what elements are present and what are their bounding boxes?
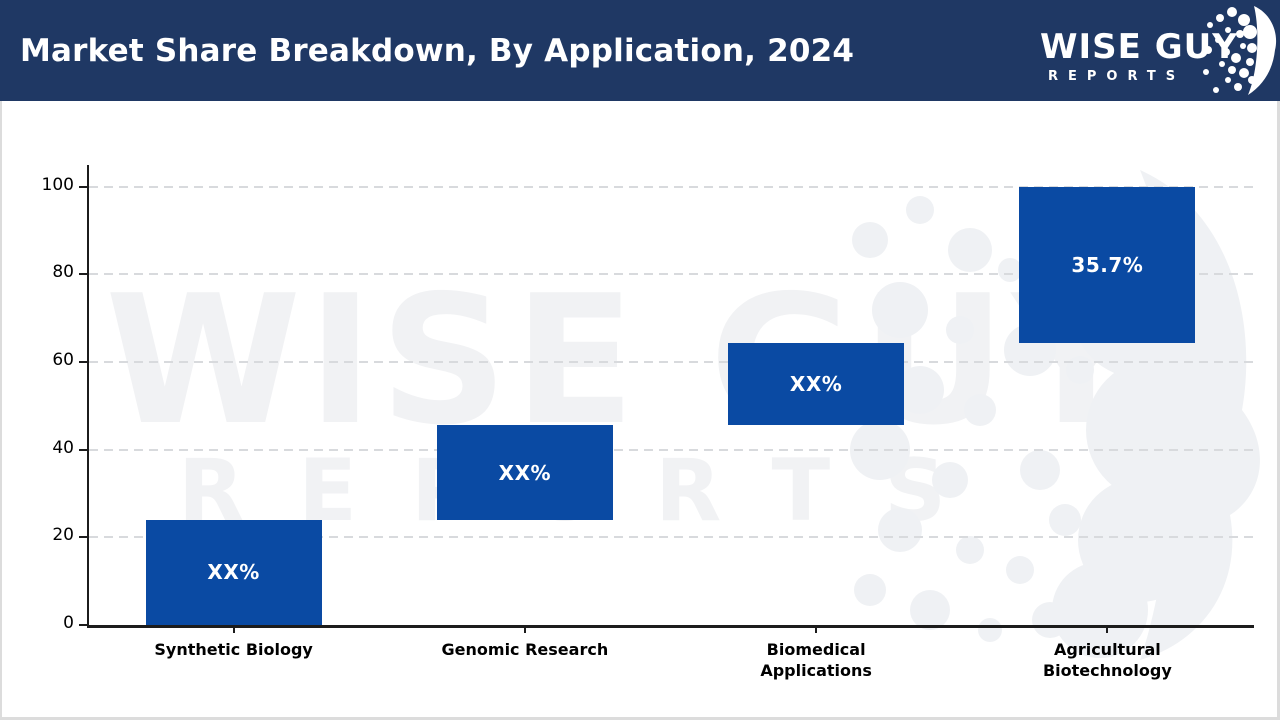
gridline-40 <box>89 448 1253 451</box>
gridline-100 <box>89 185 1253 188</box>
x-axis-tick-mark <box>523 627 526 633</box>
bar-value-label: 35.7% <box>1071 252 1144 277</box>
y-axis-tick-label: 0 <box>63 613 74 633</box>
y-axis-tick-mark <box>79 273 87 276</box>
logo-subtitle: REPORTS <box>1048 69 1185 84</box>
y-axis-tick-label: 60 <box>52 349 74 370</box>
x-axis-tick-mark <box>232 627 235 633</box>
y-axis-tick-label: 80 <box>52 262 74 283</box>
category-label-line: Synthetic Biology <box>154 640 313 659</box>
frame-border-bottom <box>0 717 1280 720</box>
logo-face-icon <box>1203 6 1277 95</box>
category-label-line: Biomedical <box>766 640 866 659</box>
y-axis-tick-label: 40 <box>52 437 74 458</box>
x-axis-line <box>87 625 1254 628</box>
bar-value-label: XX% <box>789 372 843 397</box>
bar-segment: XX% <box>145 519 322 625</box>
bar-segment: XX% <box>436 425 613 520</box>
y-axis-tick-label: 20 <box>52 525 74 546</box>
header-banner: Market Share Breakdown, By Application, … <box>0 0 1280 101</box>
frame-border-left <box>0 101 2 720</box>
gridline-80 <box>89 273 1253 276</box>
x-axis-tick-mark <box>1106 627 1109 633</box>
y-axis-line <box>87 165 89 627</box>
gridline-60 <box>89 360 1253 363</box>
bar-value-label: XX% <box>498 460 552 485</box>
y-axis-tick-mark <box>79 360 87 363</box>
category-label-line: Genomic Research <box>441 640 609 659</box>
y-axis-tick-mark <box>79 536 87 539</box>
bar-segment: XX% <box>728 343 905 426</box>
category-label: Synthetic Biology <box>104 640 364 661</box>
category-label-line: Biotechnology <box>1042 660 1172 680</box>
category-label: Agricultural Biotechnology <box>977 640 1237 682</box>
bar-value-label: XX% <box>207 560 260 585</box>
category-label-line: Applications <box>760 660 872 680</box>
category-label: Biomedical Applications <box>686 640 946 682</box>
wise-guy-reports-logo: WISE GUY REPORTS <box>1040 6 1277 95</box>
logo-wordmark: WISE GUY <box>1040 27 1238 67</box>
gridline-20 <box>89 536 1253 539</box>
y-axis-tick-label: 100 <box>41 174 74 195</box>
bar-segment: 35.7% <box>1019 186 1196 344</box>
y-axis-tick-mark <box>79 185 87 188</box>
y-axis-tick-mark <box>79 448 87 451</box>
frame-border-right <box>1277 101 1280 720</box>
page-title: Market Share Breakdown, By Application, … <box>20 32 855 69</box>
x-axis-tick-mark <box>815 627 818 633</box>
category-label: Genomic Research <box>395 640 655 661</box>
y-axis-tick-mark <box>79 624 87 626</box>
category-label-line: Agricultural <box>1053 640 1161 659</box>
